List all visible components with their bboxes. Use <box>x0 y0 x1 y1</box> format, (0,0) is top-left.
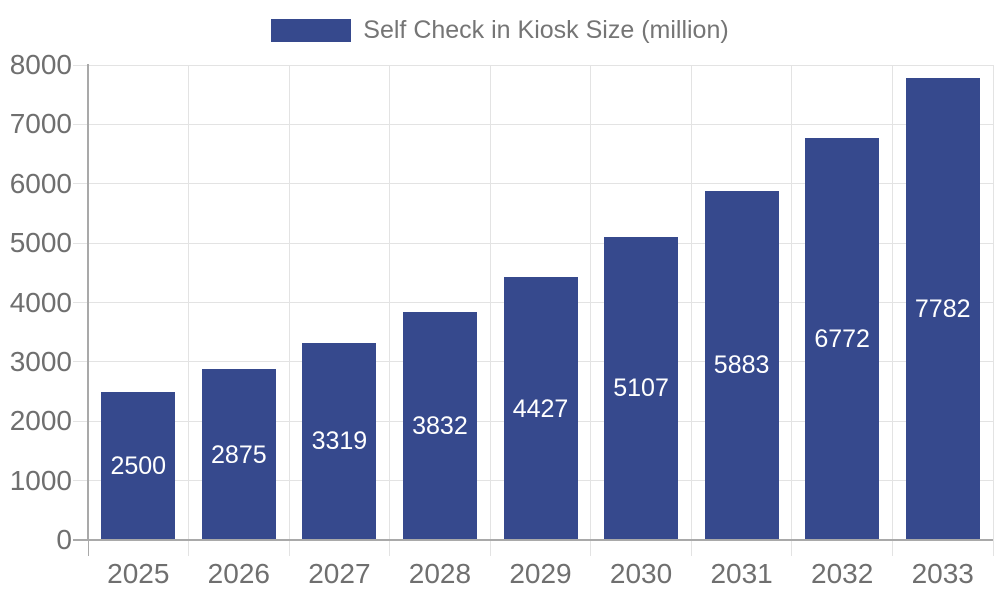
x-tick-mark <box>590 540 592 556</box>
v-gridline <box>791 65 793 540</box>
bar-value-label: 2875 <box>211 440 267 469</box>
v-gridline <box>489 65 491 540</box>
y-tick-mark <box>73 302 88 303</box>
x-tick-mark <box>791 540 793 556</box>
v-gridline <box>389 65 391 540</box>
y-tick-mark <box>73 420 88 422</box>
y-tick-mark <box>73 242 88 244</box>
bar <box>503 277 578 540</box>
x-tick-mark <box>891 540 893 556</box>
bar-value-label: 3832 <box>412 412 468 441</box>
bar-value-label: 5883 <box>713 351 770 380</box>
y-tick-label: 4000 <box>9 286 72 318</box>
bar-value-label: 7782 <box>914 294 971 323</box>
y-tick-mark <box>73 183 88 185</box>
v-gridline <box>288 65 290 540</box>
bar <box>805 137 880 540</box>
x-tick-label: 2025 <box>107 558 170 589</box>
x-tick-mark <box>188 540 190 556</box>
x-tick-mark <box>690 540 692 556</box>
h-gridline <box>88 64 993 66</box>
x-tick-label: 2033 <box>911 558 974 589</box>
x-tick-mark <box>87 540 89 556</box>
y-tick-mark <box>73 480 88 482</box>
y-axis-line <box>87 64 89 540</box>
bar-value-label: 6772 <box>814 324 870 353</box>
x-tick-label: 2027 <box>308 558 371 589</box>
x-tick-label: 2030 <box>609 558 673 589</box>
bar-value-label: 3319 <box>311 427 368 456</box>
h-gridline <box>88 183 993 185</box>
x-tick-label: 2029 <box>509 558 572 589</box>
x-tick-mark <box>389 540 391 556</box>
y-tick-mark <box>73 361 88 363</box>
x-tick-label: 2026 <box>207 558 270 589</box>
legend: Self Check in Kiosk Size (million) <box>0 14 1000 46</box>
v-gridline <box>690 65 692 540</box>
legend-swatch <box>271 18 352 42</box>
bar <box>402 312 477 540</box>
bar-value-label: 4427 <box>512 394 569 423</box>
h-gridline <box>88 242 993 244</box>
bar <box>201 369 276 540</box>
bar-value-label: 5107 <box>613 374 669 403</box>
y-tick-mark <box>73 64 88 66</box>
y-tick-label: 0 <box>56 524 72 555</box>
x-axis-line <box>73 539 993 541</box>
y-tick-label: 7000 <box>9 108 72 140</box>
y-tick-mark <box>73 123 88 125</box>
bar <box>604 236 679 540</box>
legend-label: Self Check in Kiosk Size (million) <box>363 15 729 44</box>
x-tick-mark <box>992 540 994 556</box>
v-gridline <box>992 65 994 540</box>
x-tick-label: 2031 <box>710 558 773 589</box>
bar <box>905 77 980 540</box>
x-tick-mark <box>288 540 290 556</box>
h-gridline <box>88 123 993 125</box>
bar <box>302 342 377 540</box>
bar-value-label: 2500 <box>110 451 167 480</box>
x-tick-label: 2028 <box>408 558 472 589</box>
y-tick-label: 5000 <box>9 227 72 259</box>
y-tick-label: 2000 <box>9 405 72 437</box>
v-gridline <box>891 65 893 540</box>
y-tick-label: 3000 <box>9 345 72 377</box>
v-gridline <box>590 65 592 540</box>
v-gridline <box>188 65 190 540</box>
y-tick-label: 8000 <box>9 49 72 80</box>
y-tick-label: 6000 <box>9 167 72 199</box>
bar <box>704 190 779 540</box>
x-tick-mark <box>489 540 491 556</box>
x-tick-label: 2032 <box>811 558 874 589</box>
y-tick-label: 1000 <box>9 464 72 496</box>
bar <box>101 391 176 540</box>
